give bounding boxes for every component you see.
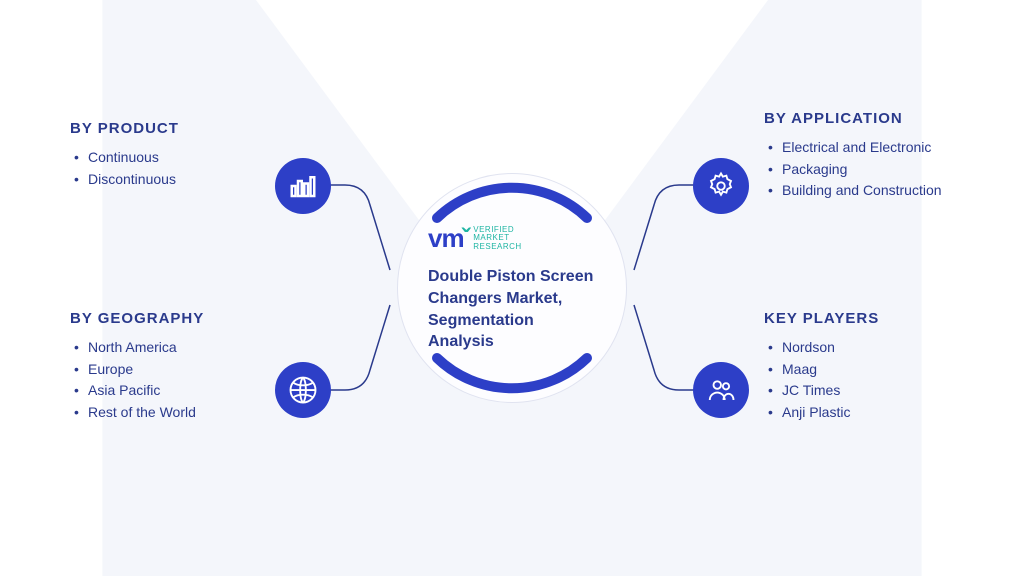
segment-list-players: Nordson Maag JC Times Anji Plastic	[764, 337, 964, 424]
logo-mark: vm	[428, 223, 464, 254]
list-item: Maag	[768, 359, 964, 381]
gear-icon	[693, 158, 749, 214]
segment-list-application: Electrical and Electronic Packaging Buil…	[764, 137, 964, 202]
segment-list-geography: North America Europe Asia Pacific Rest o…	[70, 337, 270, 424]
list-item: Anji Plastic	[768, 402, 964, 424]
segment-title-geography: BY GEOGRAPHY	[70, 310, 270, 327]
list-item: Electrical and Electronic	[768, 137, 964, 159]
segment-title-players: KEY PLAYERS	[764, 310, 964, 327]
segment-list-product: Continuous Discontinuous	[70, 147, 270, 190]
bar-chart-icon	[275, 158, 331, 214]
list-item: North America	[74, 337, 270, 359]
people-icon	[693, 362, 749, 418]
list-item: Rest of the World	[74, 402, 270, 424]
segment-title-product: BY PRODUCT	[70, 120, 270, 137]
list-item: Europe	[74, 359, 270, 381]
diagram-container: vm ˇ VERIFIED MARKET RESEARCH Double Pis…	[0, 0, 1024, 576]
segment-title-application: BY APPLICATION	[764, 110, 964, 127]
center-title: Double Piston Screen Changers Market, Se…	[428, 266, 596, 352]
segment-players: KEY PLAYERS Nordson Maag JC Times Anji P…	[764, 310, 964, 424]
segment-application: BY APPLICATION Electrical and Electronic…	[764, 110, 964, 202]
globe-icon	[275, 362, 331, 418]
center-circle: vm ˇ VERIFIED MARKET RESEARCH Double Pis…	[397, 173, 627, 403]
list-item: Continuous	[74, 147, 270, 169]
list-item: JC Times	[768, 380, 964, 402]
logo-line3: RESEARCH	[473, 243, 521, 252]
list-item: Packaging	[768, 159, 964, 181]
list-item: Building and Construction	[768, 180, 964, 202]
logo-text: VERIFIED MARKET RESEARCH	[473, 226, 521, 252]
list-item: Asia Pacific	[74, 380, 270, 402]
segment-product: BY PRODUCT Continuous Discontinuous	[70, 120, 270, 190]
list-item: Discontinuous	[74, 169, 270, 191]
logo-mark-caret: ˇ	[462, 223, 470, 254]
list-item: Nordson	[768, 337, 964, 359]
segment-geography: BY GEOGRAPHY North America Europe Asia P…	[70, 310, 270, 424]
logo: vm ˇ VERIFIED MARKET RESEARCH	[428, 223, 522, 254]
